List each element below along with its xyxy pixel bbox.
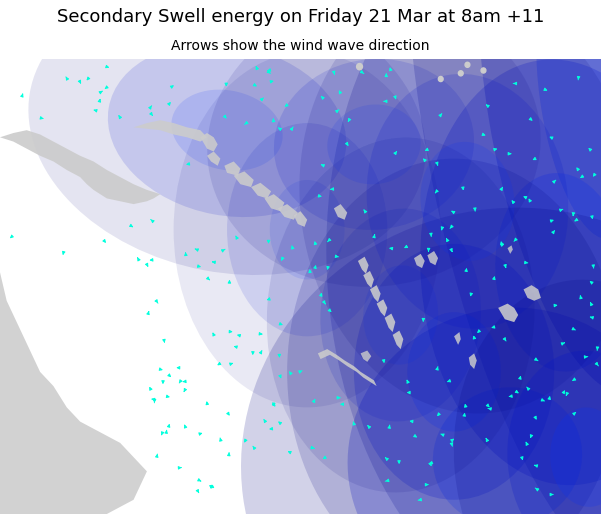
Ellipse shape bbox=[270, 180, 344, 280]
Ellipse shape bbox=[207, 2, 541, 287]
Circle shape bbox=[465, 62, 470, 67]
Ellipse shape bbox=[420, 142, 514, 261]
Polygon shape bbox=[498, 304, 518, 322]
Ellipse shape bbox=[404, 0, 601, 514]
Circle shape bbox=[459, 71, 463, 76]
Polygon shape bbox=[133, 120, 207, 141]
Polygon shape bbox=[200, 133, 218, 152]
Ellipse shape bbox=[420, 60, 601, 485]
Polygon shape bbox=[234, 171, 254, 187]
Text: Secondary Swell energy on Friday 21 Mar at 8am +11: Secondary Swell energy on Friday 21 Mar … bbox=[57, 8, 544, 26]
Text: Arrows show the wind wave direction: Arrows show the wind wave direction bbox=[171, 39, 430, 53]
Polygon shape bbox=[358, 256, 368, 274]
Ellipse shape bbox=[536, 0, 601, 239]
Ellipse shape bbox=[274, 59, 474, 230]
Polygon shape bbox=[427, 251, 438, 265]
Ellipse shape bbox=[328, 104, 421, 185]
Ellipse shape bbox=[347, 307, 601, 514]
Ellipse shape bbox=[507, 351, 601, 514]
Ellipse shape bbox=[28, 0, 426, 275]
Ellipse shape bbox=[495, 173, 601, 372]
Polygon shape bbox=[507, 245, 513, 254]
Polygon shape bbox=[363, 271, 374, 288]
Ellipse shape bbox=[433, 387, 582, 514]
Polygon shape bbox=[414, 254, 425, 268]
Ellipse shape bbox=[454, 280, 601, 514]
Polygon shape bbox=[264, 194, 284, 211]
Polygon shape bbox=[294, 211, 307, 227]
Polygon shape bbox=[370, 285, 380, 302]
Polygon shape bbox=[334, 204, 347, 220]
Polygon shape bbox=[523, 285, 541, 301]
Ellipse shape bbox=[550, 408, 601, 507]
Polygon shape bbox=[207, 152, 221, 166]
Polygon shape bbox=[318, 349, 377, 386]
Circle shape bbox=[356, 64, 362, 70]
Ellipse shape bbox=[367, 74, 569, 328]
Polygon shape bbox=[392, 331, 403, 349]
Ellipse shape bbox=[320, 209, 481, 421]
Polygon shape bbox=[0, 130, 160, 204]
Polygon shape bbox=[251, 183, 271, 198]
Ellipse shape bbox=[241, 208, 601, 514]
Ellipse shape bbox=[108, 43, 346, 217]
Ellipse shape bbox=[326, 0, 601, 514]
Polygon shape bbox=[278, 204, 298, 220]
Ellipse shape bbox=[267, 138, 534, 492]
Polygon shape bbox=[469, 353, 477, 369]
Polygon shape bbox=[385, 314, 395, 332]
Ellipse shape bbox=[287, 159, 601, 514]
Polygon shape bbox=[454, 332, 461, 345]
Ellipse shape bbox=[363, 265, 438, 364]
Ellipse shape bbox=[227, 123, 387, 336]
Ellipse shape bbox=[299, 0, 601, 413]
Ellipse shape bbox=[478, 0, 601, 396]
Polygon shape bbox=[224, 161, 240, 176]
Ellipse shape bbox=[407, 312, 501, 432]
Ellipse shape bbox=[174, 52, 441, 408]
Circle shape bbox=[438, 77, 443, 82]
Circle shape bbox=[481, 68, 486, 73]
Polygon shape bbox=[361, 351, 371, 362]
Polygon shape bbox=[377, 299, 387, 317]
Ellipse shape bbox=[171, 89, 282, 171]
Polygon shape bbox=[0, 272, 147, 514]
Ellipse shape bbox=[354, 244, 554, 500]
